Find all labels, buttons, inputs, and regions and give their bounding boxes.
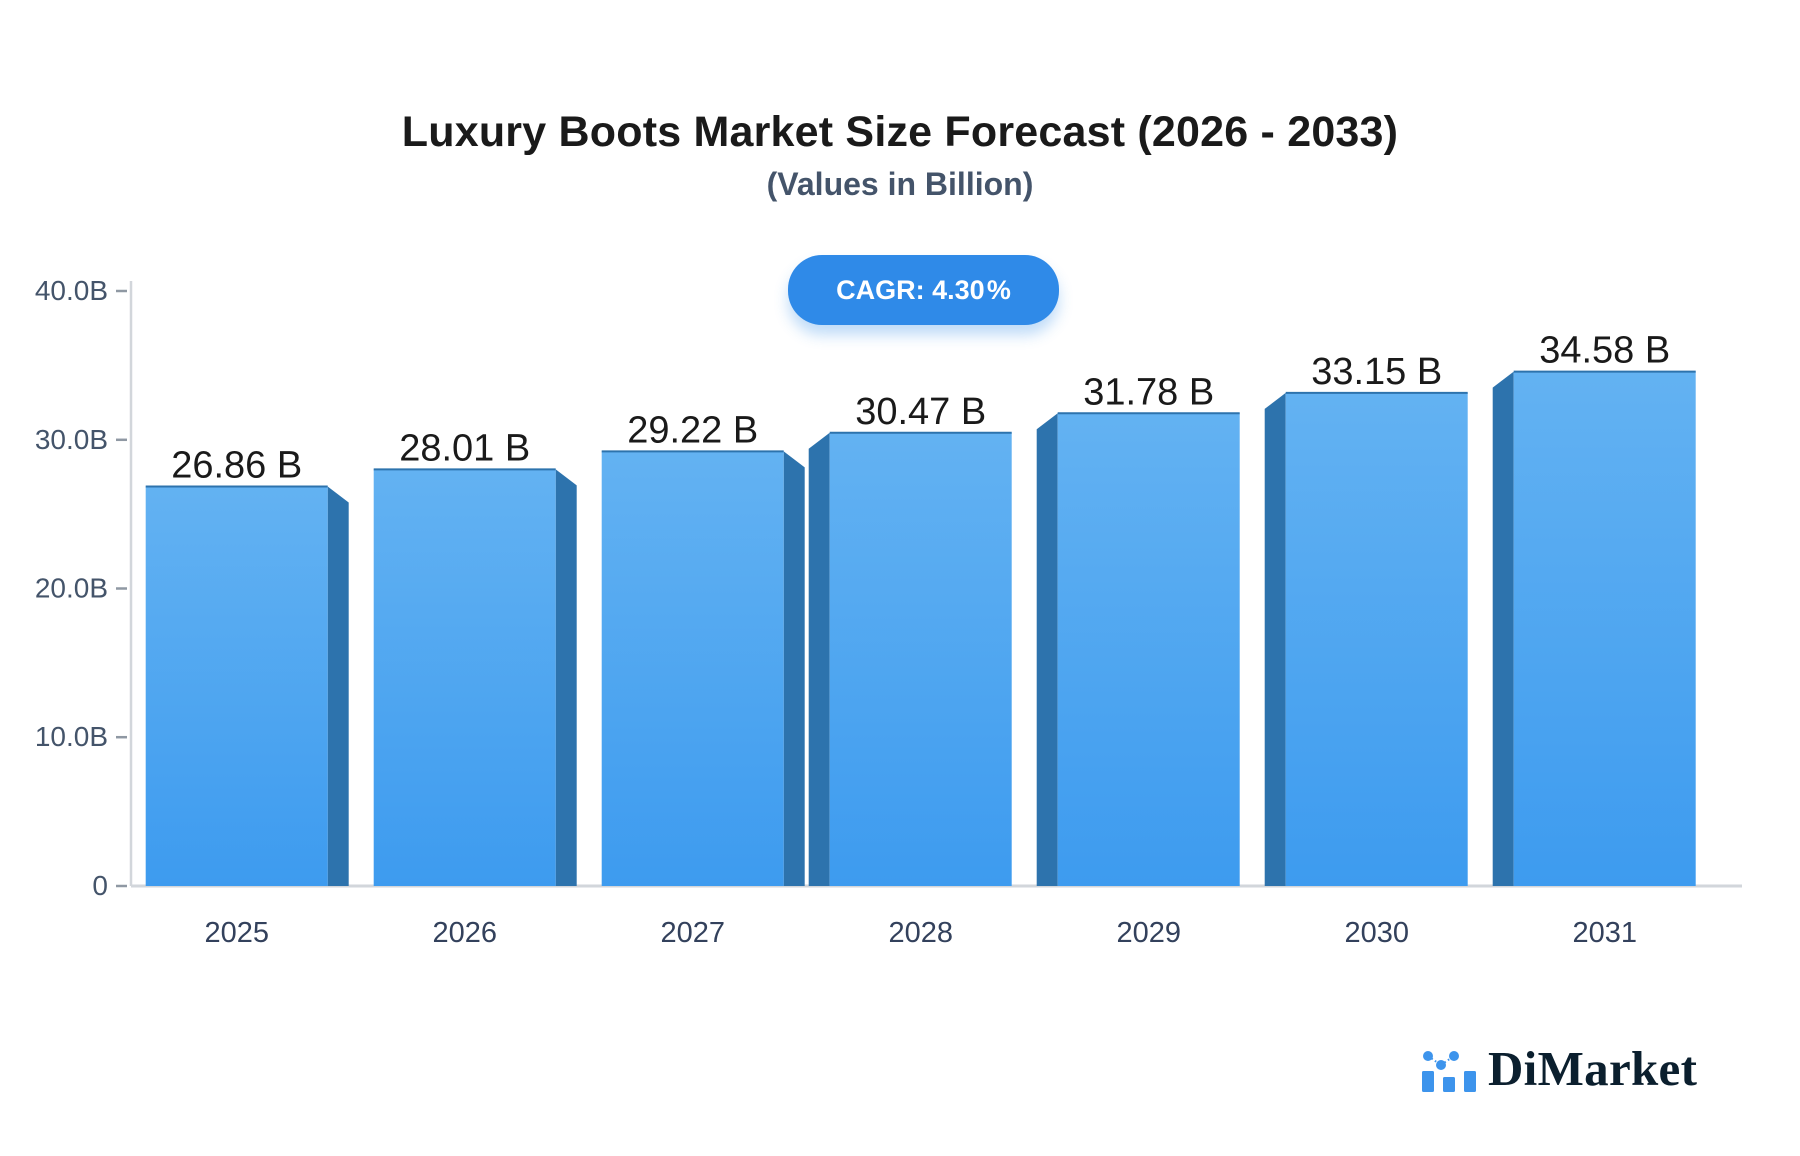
svg-text:20.0B: 20.0B (35, 573, 108, 604)
svg-text:0: 0 (92, 870, 108, 901)
svg-text:30.0B: 30.0B (35, 424, 108, 455)
svg-text:30.47 B: 30.47 B (855, 391, 986, 433)
svg-text:2031: 2031 (1572, 917, 1637, 949)
svg-text:26.86 B: 26.86 B (171, 445, 302, 487)
svg-text:31.78 B: 31.78 B (1083, 371, 1214, 413)
svg-text:40.0B: 40.0B (35, 275, 108, 306)
svg-text:2028: 2028 (888, 917, 953, 949)
svg-text:34.58 B: 34.58 B (1539, 330, 1670, 372)
svg-text:29.22 B: 29.22 B (627, 409, 758, 451)
svg-text:10.0B: 10.0B (35, 721, 108, 752)
svg-text:2027: 2027 (660, 917, 725, 949)
svg-text:2026: 2026 (432, 917, 497, 949)
svg-text:33.15 B: 33.15 B (1311, 351, 1442, 393)
svg-text:2029: 2029 (1116, 917, 1181, 949)
svg-text:28.01 B: 28.01 B (399, 427, 530, 469)
svg-text:2030: 2030 (1344, 917, 1409, 949)
svg-text:2025: 2025 (204, 917, 269, 949)
